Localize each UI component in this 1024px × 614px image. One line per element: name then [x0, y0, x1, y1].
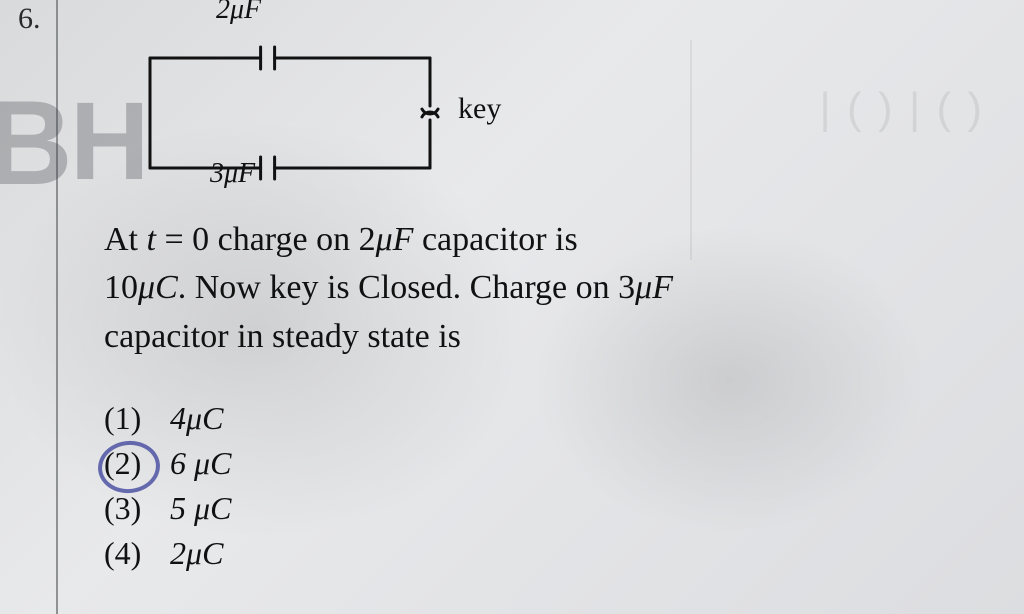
option-number: (1): [104, 400, 156, 437]
t1b: capacitor is: [413, 221, 577, 258]
t2a: 10: [104, 269, 138, 306]
t1eq: = 0 charge on 2: [156, 221, 376, 258]
option-number: (4): [104, 535, 156, 572]
option-value: 2μC: [170, 535, 223, 572]
option-value: 6 μC: [170, 445, 231, 482]
body-line-1: At t = 0 charge on 2μF capacitor is: [104, 216, 944, 264]
option-value: 4μC: [170, 400, 223, 437]
option-number: (2): [104, 445, 156, 482]
page: 6. B H | ( ) | ( ) 2μF 3μF key At t = 0 …: [0, 0, 1024, 614]
key-label: key: [458, 92, 501, 126]
capacitor-label-bottom: 3μF: [210, 158, 255, 190]
capacitor-label-top: 2μF: [216, 0, 261, 26]
t1a: At: [104, 221, 147, 258]
option-3: (3) 5 μC: [104, 490, 231, 527]
unit-uf-1: μF: [376, 221, 414, 258]
var-t: t: [147, 221, 156, 258]
t2b: . Now key is Closed. Charge on 3: [178, 269, 635, 306]
body-line-2: 10μC. Now key is Closed. Charge on 3μF: [104, 264, 944, 312]
option-2: (2) 6 μC: [104, 445, 231, 482]
question-number: 6.: [18, 2, 41, 36]
watermark-letter-b: B: [0, 74, 69, 212]
unit-uc-1: μC: [138, 269, 178, 306]
ghost-text-right: | ( ) | ( ): [819, 84, 984, 134]
options-list: (1) 4μC (2) 6 μC (3) 5 μC (4) 2μC: [104, 400, 231, 580]
option-1: (1) 4μC: [104, 400, 231, 437]
option-4: (4) 2μC: [104, 535, 231, 572]
question-body: At t = 0 charge on 2μF capacitor is 10μC…: [104, 216, 944, 361]
circuit-diagram: [130, 18, 450, 208]
unit-uf-2: μF: [635, 269, 673, 306]
body-line-3: capacitor in steady state is: [104, 313, 944, 361]
option-value: 5 μC: [170, 490, 231, 527]
option-number: (3): [104, 490, 156, 527]
circuit-svg: [130, 18, 450, 208]
